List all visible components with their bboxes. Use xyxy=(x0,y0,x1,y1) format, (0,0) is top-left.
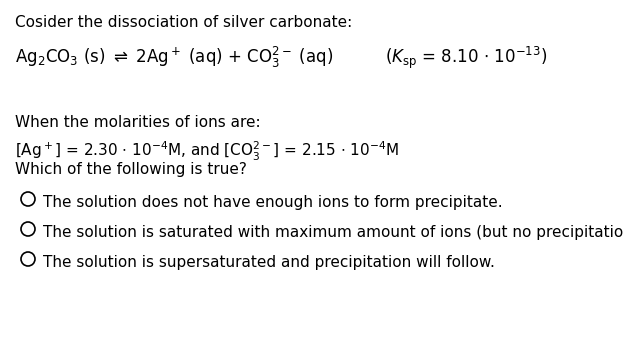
Text: When the molarities of ions are:: When the molarities of ions are: xyxy=(15,115,261,130)
Text: ($K_{\rm sp}$ = 8.10 $\cdot$ 10$^{-13}$): ($K_{\rm sp}$ = 8.10 $\cdot$ 10$^{-13}$) xyxy=(385,45,547,71)
Text: Which of the following is true?: Which of the following is true? xyxy=(15,162,247,177)
Text: The solution is supersaturated and precipitation will follow.: The solution is supersaturated and preci… xyxy=(43,255,495,270)
Text: The solution is saturated with maximum amount of ions (but no precipitation).: The solution is saturated with maximum a… xyxy=(43,225,624,240)
Text: [Ag$^+$] = 2.30 $\cdot$ 10$^{-4}$M, and [CO$_3^{2-}$] = 2.15 $\cdot$ 10$^{-4}$M: [Ag$^+$] = 2.30 $\cdot$ 10$^{-4}$M, and … xyxy=(15,140,399,163)
Text: $\mathregular{Ag_2CO_3}$ (s) $\rightleftharpoons$ $\mathregular{2Ag^+}$ (aq) + $: $\mathregular{Ag_2CO_3}$ (s) $\rightleft… xyxy=(15,45,333,70)
Text: Cosider the dissociation of silver carbonate:: Cosider the dissociation of silver carbo… xyxy=(15,15,353,30)
Text: The solution does not have enough ions to form precipitate.: The solution does not have enough ions t… xyxy=(43,195,502,210)
